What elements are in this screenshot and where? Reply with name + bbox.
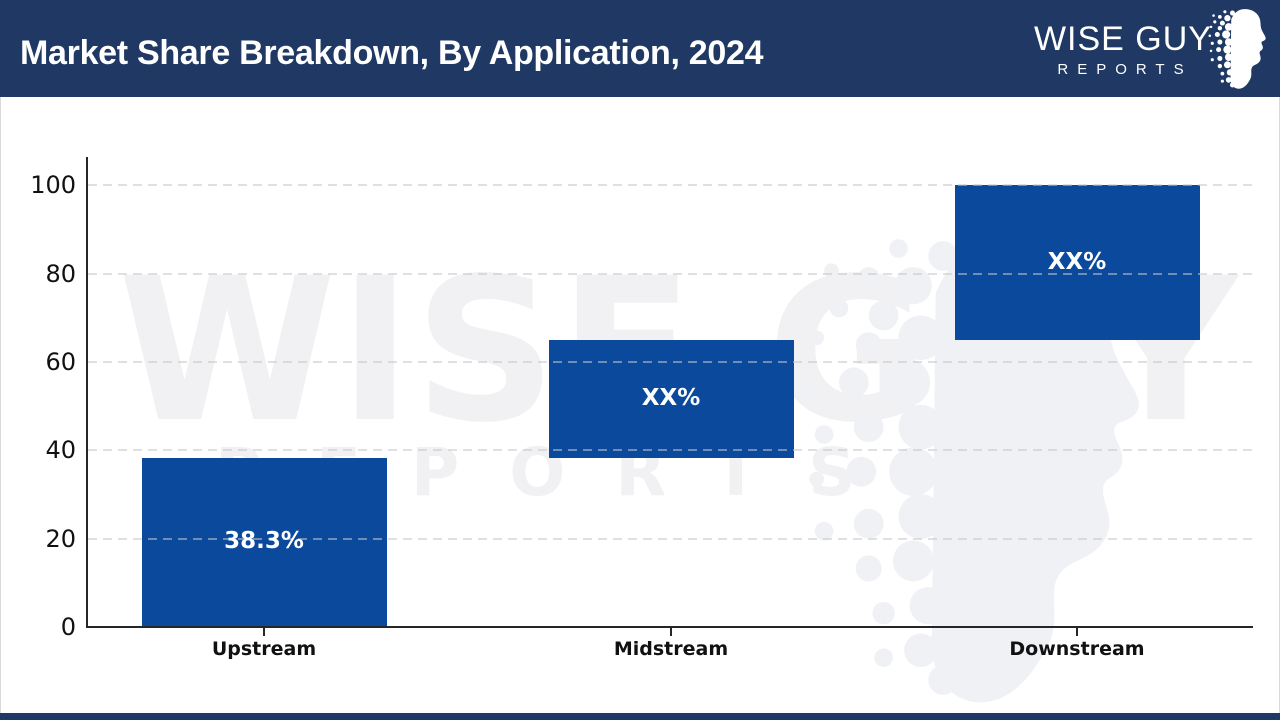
y-tick-label: 0 [60,613,76,641]
gridline [88,360,1253,363]
plot-area: 0 20 40 60 80 100 38.3% Upstream XX% Midstream XX%… [0,97,1280,713]
bar-upstream [141,457,387,627]
y-tick-label: 80 [45,259,76,288]
gridline [88,272,1253,275]
x-category-label: Upstream [211,638,317,660]
y-tick-label: 60 [45,347,76,376]
chart-title: Market Share Breakdown, By Application, … [20,34,764,72]
footer-bar [0,713,1280,720]
x-category-label: Downstream [1009,638,1145,660]
bar-midstream [548,339,794,458]
gridline [88,449,1253,452]
x-tick-mark [263,628,265,636]
bar-value-label: 38.3% [224,528,304,555]
gridline [88,184,1253,187]
x-tick-mark [1076,628,1078,636]
y-tick-label: 20 [45,524,76,553]
x-tick-mark [670,628,672,636]
logo-wordmark: WISE GUY [1033,20,1212,58]
header-bar: Market Share Breakdown, By Application, … [0,0,1280,97]
gridline [88,537,1253,540]
x-axis-line [86,626,1253,628]
bar-value-label: XX% [1047,248,1107,275]
bar-downstream [954,185,1200,340]
x-category-label: Midstream [613,638,729,660]
y-tick-label: 100 [30,171,76,200]
y-tick-label: 40 [45,436,76,465]
y-axis-line [86,157,88,628]
wiseguy-face-logo-icon [1208,9,1266,89]
logo-text: WISE GUY REPORTS [1034,22,1212,77]
bar-value-label: XX% [641,384,701,411]
logo-reports-label: REPORTS [1057,61,1193,78]
